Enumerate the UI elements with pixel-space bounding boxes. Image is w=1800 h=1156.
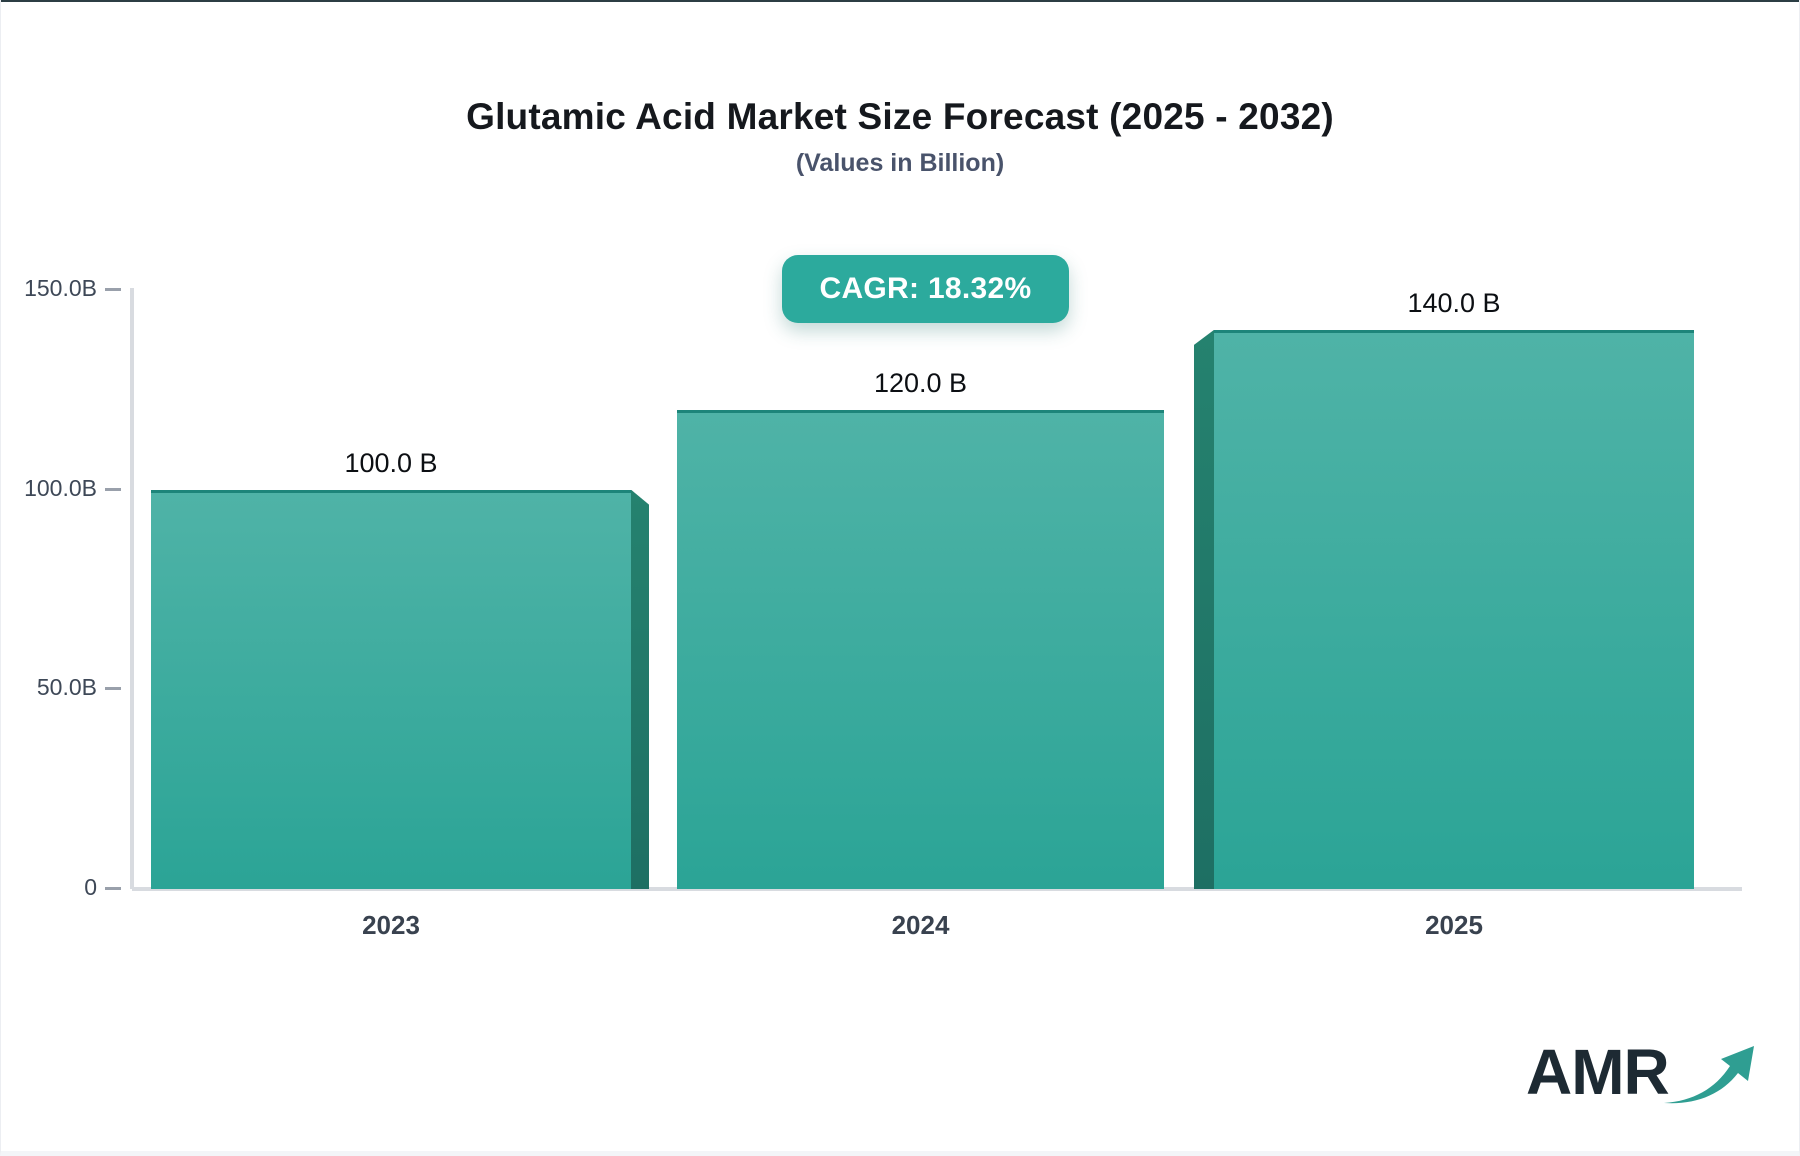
amr-logo-text: AMR — [1526, 1036, 1670, 1108]
x-axis-label-2023: 2023 — [362, 910, 420, 940]
bar-2023-value-label: 100.0 B — [344, 447, 438, 478]
x-axis-label-2024: 2024 — [891, 910, 950, 940]
x-axis-label-2025: 2025 — [1425, 910, 1483, 940]
chart-subtitle: (Values in Billion) — [795, 149, 1005, 177]
y-tick-mark — [105, 288, 121, 291]
y-tick-label: 50.0B — [36, 674, 97, 701]
bar-2023 — [151, 489, 631, 889]
y-tick-label: 0 — [84, 874, 97, 900]
y-tick-label: 100.0B — [24, 474, 97, 501]
amr-logo: AMR — [1526, 1032, 1755, 1112]
bar-2025 — [1214, 329, 1694, 889]
bar-2024 — [677, 409, 1164, 889]
bar-2023-side-panel — [631, 489, 649, 889]
cagr-badge: CAGR: 18.32% — [782, 255, 1069, 323]
y-tick-label: 150.0B — [24, 275, 97, 301]
y-tick-mark — [105, 887, 121, 890]
bar-2025-value-label: 140.0 B — [1407, 287, 1501, 318]
bar-2025-side-panel — [1194, 329, 1214, 889]
top-edge-divider — [1, 0, 1799, 2]
y-axis-line — [130, 288, 134, 889]
chart-title: Glutamic Acid Market Size Forecast (2025… — [466, 96, 1334, 137]
growth-arrow-icon — [1663, 1046, 1754, 1104]
y-tick-mark — [105, 487, 121, 491]
bar-2024-value-label: 120.0 B — [873, 367, 968, 398]
y-tick-mark — [105, 687, 121, 691]
x-axis-baseline — [132, 887, 1742, 891]
